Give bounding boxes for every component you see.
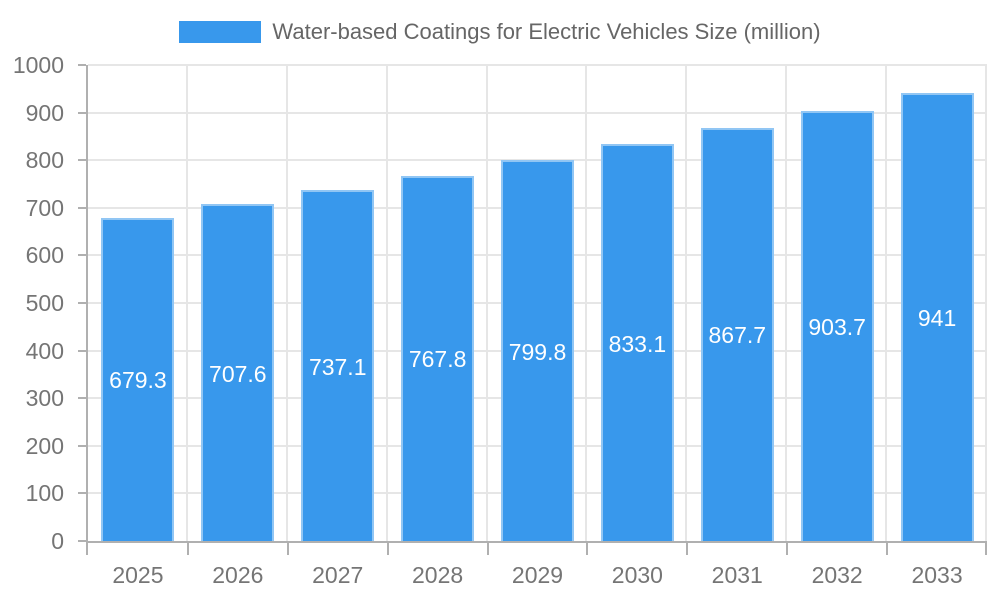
bar[interactable]: 799.8 — [501, 160, 574, 541]
x-axis-tick-label: 2032 — [811, 562, 863, 588]
y-axis-tick — [78, 397, 86, 400]
bar-value-label: 903.7 — [808, 313, 866, 340]
bar[interactable]: 707.6 — [201, 204, 275, 541]
y-axis-tick-label: 100 — [25, 480, 64, 507]
x-axis-tick-label: 2033 — [911, 562, 963, 588]
x-axis-tick-label: 2026 — [212, 562, 264, 588]
y-axis-tick — [78, 159, 86, 162]
bar-value-label: 941 — [917, 305, 957, 332]
y-axis-tick-label: 1000 — [12, 52, 64, 78]
x-axis-tick-label: 2031 — [711, 562, 763, 588]
x-axis-tick-label: 2029 — [511, 562, 564, 588]
y-axis-tick — [78, 349, 86, 352]
y-axis-tick-label: 900 — [25, 99, 64, 126]
x-axis-tick — [286, 543, 289, 555]
y-axis-tick — [78, 444, 86, 447]
y-axis-tick-label: 200 — [25, 432, 64, 459]
plot-area: 679.3 707.6 737.1 767.8 799.8 833.1 867.7 903.7… — [78, 64, 987, 555]
gridline-vertical — [785, 65, 788, 541]
x-axis-tick — [86, 543, 88, 555]
x-axis-tick — [386, 543, 389, 555]
bar[interactable]: 767.8 — [401, 175, 475, 541]
x-axis-tick-label: 2027 — [312, 562, 364, 588]
bar[interactable]: 737.1 — [301, 190, 375, 541]
x-axis-tick — [786, 543, 789, 555]
bar-value-label: 679.3 — [109, 367, 167, 394]
y-axis-tick-label: 500 — [25, 290, 64, 316]
y-axis-tick-label: 600 — [25, 242, 64, 269]
y-axis-tick — [78, 540, 86, 542]
gridline-vertical — [585, 65, 588, 541]
bar-value-label: 867.7 — [708, 322, 767, 349]
x-axis-tick — [486, 543, 489, 555]
bar[interactable]: 833.1 — [600, 144, 674, 541]
bar[interactable]: 867.7 — [700, 127, 774, 541]
gridline-vertical — [385, 65, 388, 541]
bar-value-label: 737.1 — [308, 353, 367, 380]
y-axis-tick-label: 700 — [25, 194, 64, 221]
gridline-vertical — [685, 65, 688, 541]
x-axis-tick — [586, 543, 589, 555]
gridline-vertical — [885, 65, 888, 541]
bar[interactable]: 679.3 — [101, 217, 175, 541]
y-axis-tick-label: 0 — [51, 528, 64, 554]
gridline-horizontal — [88, 159, 987, 162]
bar[interactable]: 903.7 — [800, 110, 874, 541]
y-axis-tick — [78, 111, 86, 114]
legend-swatch — [179, 21, 262, 43]
y-axis-tick — [78, 302, 86, 304]
x-axis-tick — [686, 543, 689, 555]
bar[interactable]: 941 — [900, 93, 974, 541]
x-axis-tick-label: 2028 — [412, 562, 464, 588]
legend[interactable]: Water-based Coatings for Electric Vehicl… — [0, 20, 1000, 44]
gridline-horizontal — [88, 111, 987, 114]
x-axis-tick — [886, 543, 889, 555]
gridline-vertical — [285, 65, 288, 541]
bar-value-label: 833.1 — [608, 330, 667, 357]
x-axis-tick-label: 2030 — [611, 562, 663, 588]
x-axis-tick — [985, 543, 987, 555]
y-axis-tick — [78, 206, 86, 209]
y-axis-tick — [78, 254, 86, 257]
gridline-vertical — [185, 65, 188, 541]
y-axis-tick-label: 300 — [25, 385, 64, 412]
bar-value-label: 707.6 — [209, 360, 267, 387]
legend-label: Water-based Coatings for Electric Vehicl… — [272, 19, 821, 44]
y-axis-tick — [78, 64, 86, 66]
gridline-vertical — [985, 65, 987, 541]
x-axis-tick-label: 2025 — [112, 562, 164, 588]
y-axis-tick — [78, 492, 86, 495]
y-axis-tick-label: 800 — [25, 147, 64, 174]
gridline-horizontal — [88, 64, 987, 66]
gridline-vertical — [485, 65, 488, 541]
bar-value-label: 767.8 — [408, 346, 467, 373]
bar-value-label: 799.8 — [508, 338, 567, 365]
y-axis-tick-label: 400 — [25, 337, 64, 364]
x-axis-tick — [186, 543, 189, 555]
